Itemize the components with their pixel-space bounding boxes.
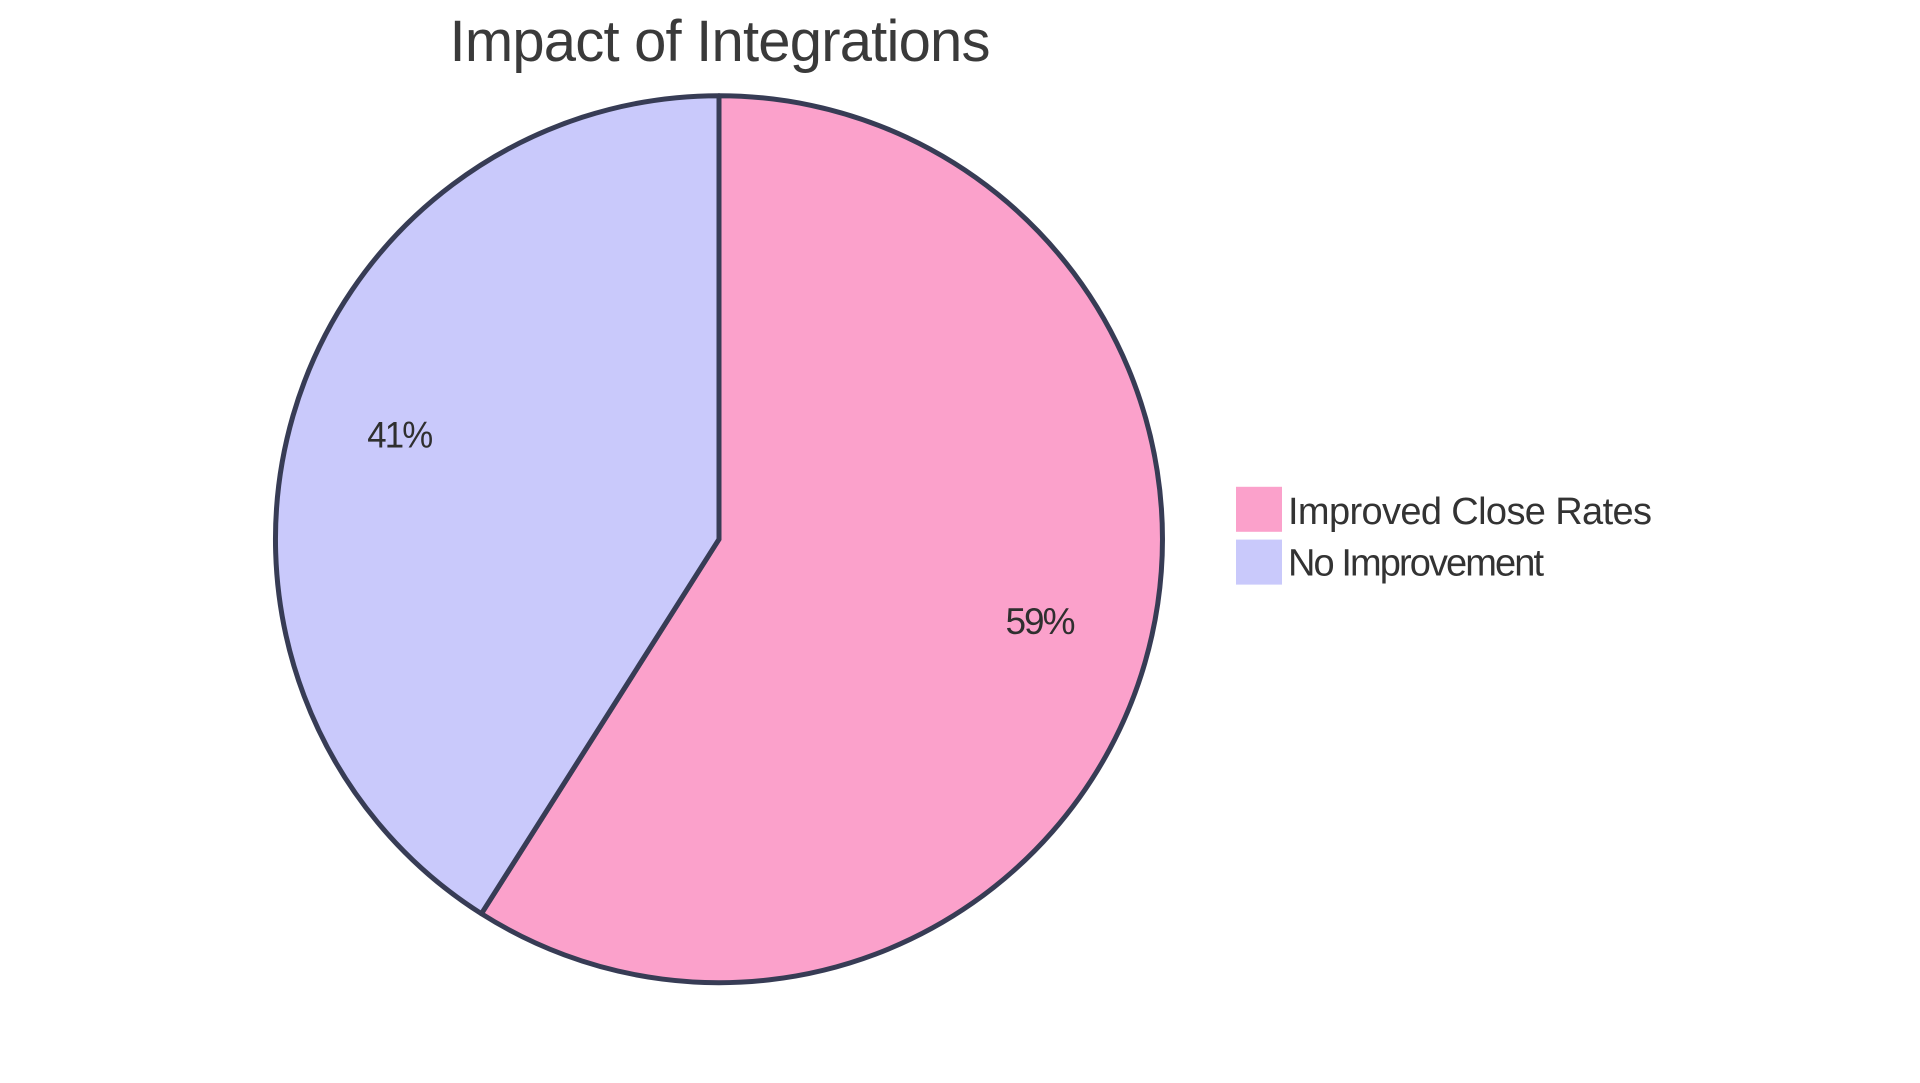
svg-text:Improved Close Rates: Improved Close Rates	[1288, 491, 1652, 533]
svg-text:No Improvement: No Improvement	[1288, 543, 1544, 585]
svg-text:41%: 41%	[367, 415, 432, 456]
svg-text:Impact of Integrations: Impact of Integrations	[450, 9, 991, 74]
svg-text:59%: 59%	[1005, 601, 1074, 642]
